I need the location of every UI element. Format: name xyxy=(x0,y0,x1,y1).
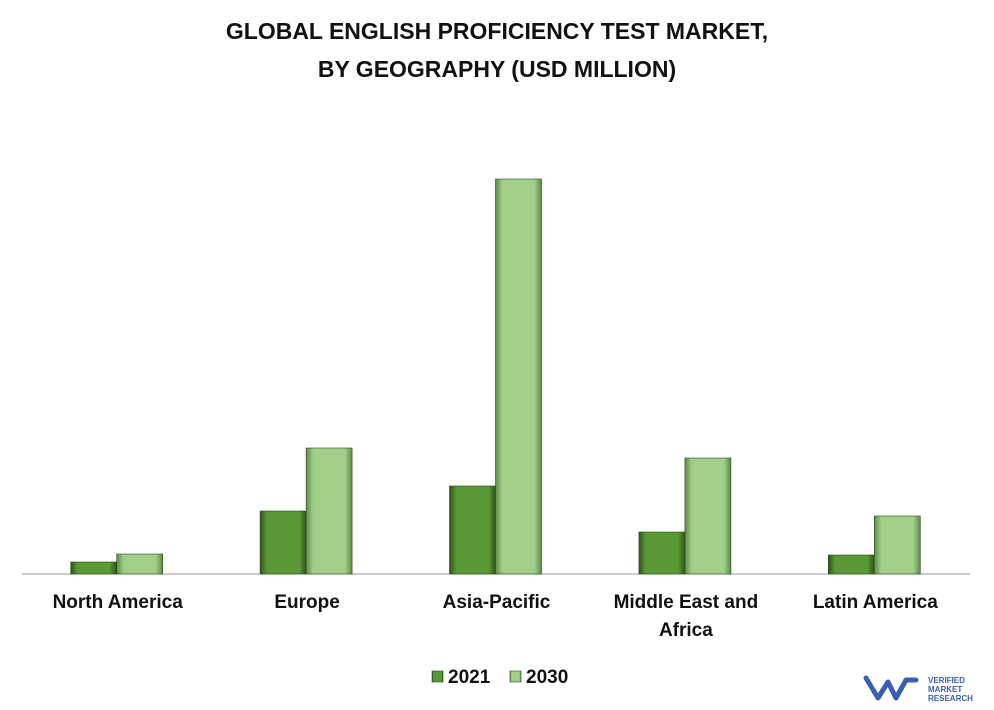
x-tick-label: North America xyxy=(52,592,183,613)
logo: VERIFIED MARKET RESEARCH xyxy=(863,675,973,703)
bar xyxy=(684,457,732,575)
bar xyxy=(495,178,542,575)
logo-text: RESEARCH xyxy=(928,694,973,703)
chart-title: GLOBAL ENGLISH PROFICIENCY TEST MARKET, xyxy=(225,18,769,44)
x-tick-label: Europe xyxy=(274,592,340,613)
chart-title: BY GEOGRAPHY (USD MILLION) xyxy=(317,56,677,82)
logo-mark xyxy=(863,675,919,701)
logo-text: VERIFIED xyxy=(928,676,965,685)
logo-text: MARKET xyxy=(928,685,962,694)
legend-marker xyxy=(431,670,444,683)
bar xyxy=(259,510,307,575)
bar xyxy=(449,485,496,575)
x-tick-label: Latin America xyxy=(812,592,938,613)
legend-label: 2030 xyxy=(526,667,568,688)
legend-marker xyxy=(509,670,522,683)
x-tick-label: Asia-Pacific xyxy=(442,592,551,613)
bar xyxy=(827,554,875,575)
x-tick-label: Middle East and Africa xyxy=(613,592,759,641)
bar xyxy=(305,447,353,575)
bar xyxy=(873,515,921,575)
bar xyxy=(116,553,163,575)
bar xyxy=(638,531,686,575)
legend-label: 2021 xyxy=(448,667,491,688)
bar xyxy=(70,561,117,575)
